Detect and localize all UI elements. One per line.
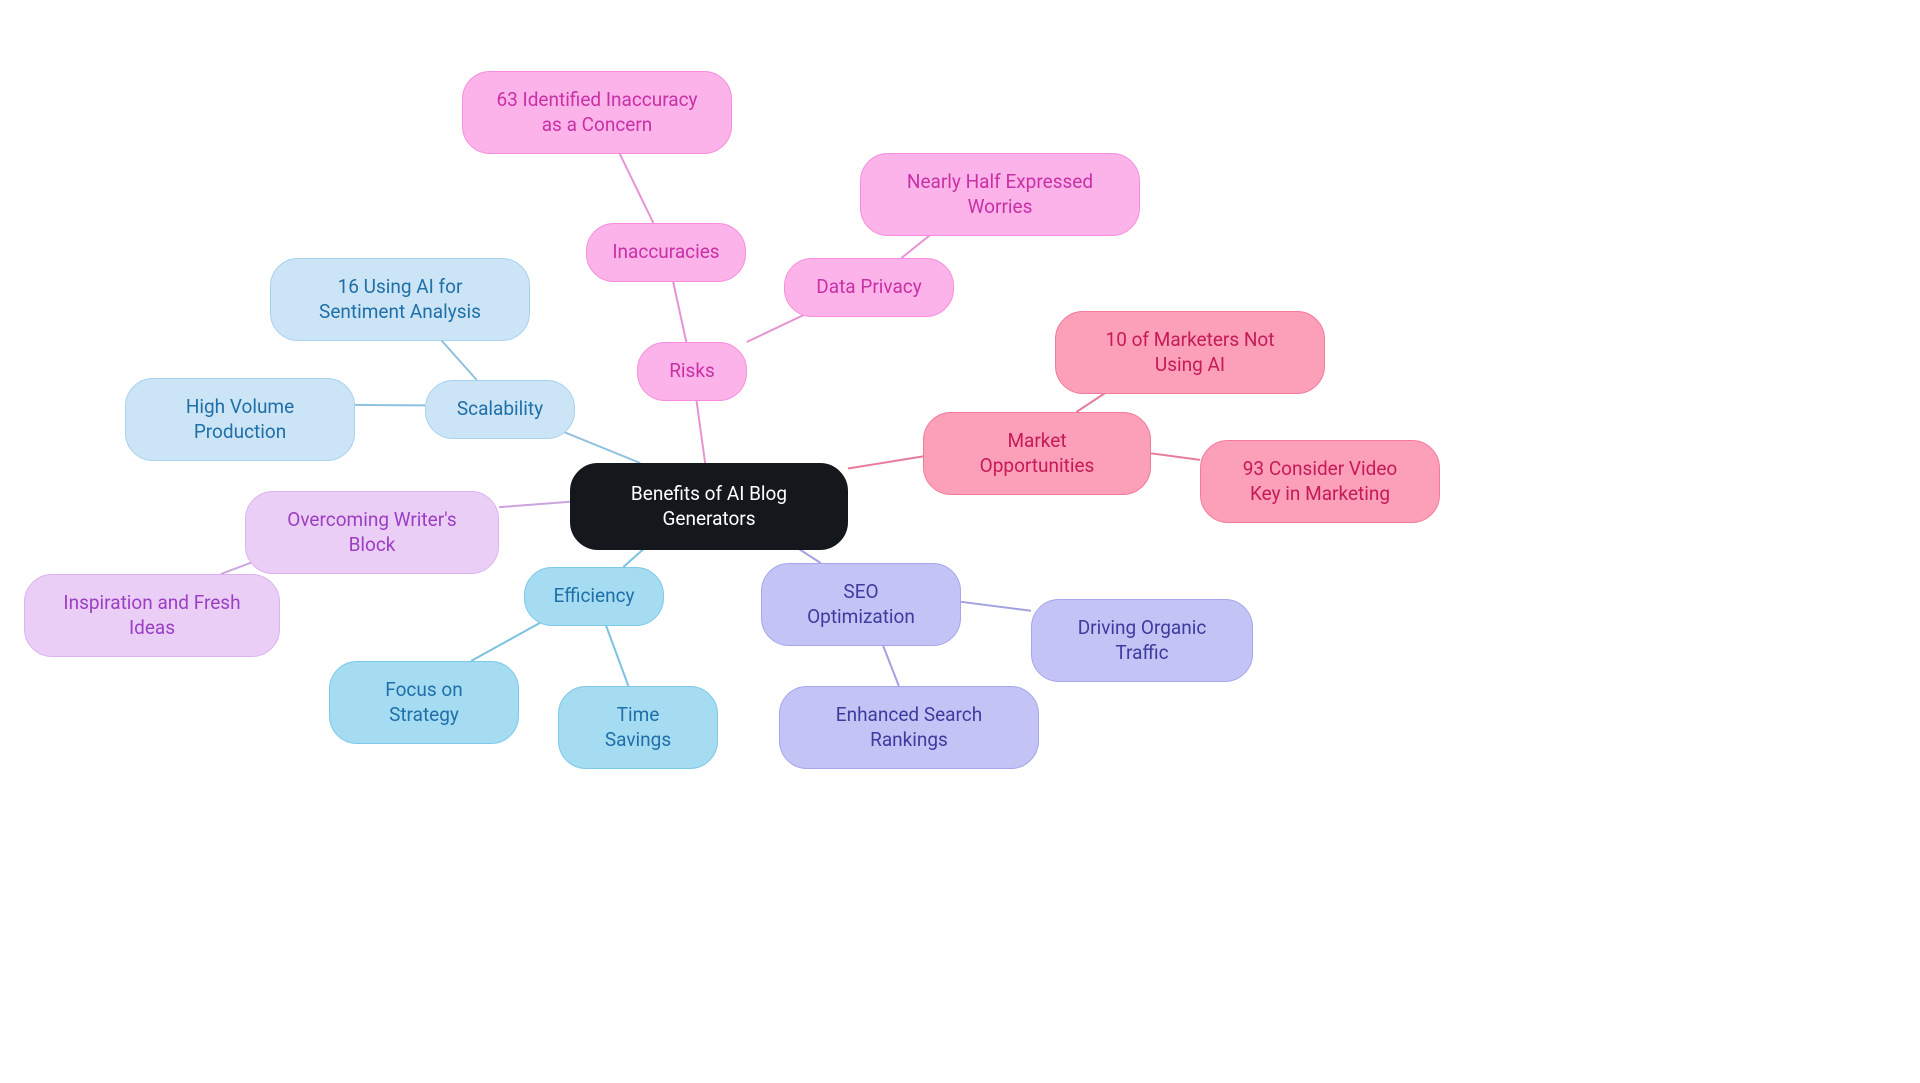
- mindmap-node: 63 Identified Inaccuracy as a Concern: [462, 71, 732, 154]
- mindmap-node: 16 Using AI for Sentiment Analysis: [270, 258, 530, 341]
- mindmap-node: Focus on Strategy: [329, 661, 519, 744]
- mindmap-node: Time Savings: [558, 686, 718, 769]
- mindmap-node: Enhanced Search Rankings: [779, 686, 1039, 769]
- mindmap-node: 93 Consider Video Key in Marketing: [1200, 440, 1440, 523]
- mindmap-node: Inaccuracies: [586, 223, 746, 282]
- mindmap-node: SEO Optimization: [761, 563, 961, 646]
- mindmap-node: Scalability: [425, 380, 575, 439]
- mindmap-node: Benefits of AI Blog Generators: [570, 463, 848, 550]
- mindmap-node: Risks: [637, 342, 747, 401]
- mindmap-node: Market Opportunities: [923, 412, 1151, 495]
- mindmap-node: Inspiration and Fresh Ideas: [24, 574, 280, 657]
- mindmap-node: Overcoming Writer's Block: [245, 491, 499, 574]
- mindmap-node: 10 of Marketers Not Using AI: [1055, 311, 1325, 394]
- mindmap-node: Efficiency: [524, 567, 664, 626]
- mindmap-node: Data Privacy: [784, 258, 954, 317]
- mindmap-node: Driving Organic Traffic: [1031, 599, 1253, 682]
- mindmap-node: High Volume Production: [125, 378, 355, 461]
- mindmap-node: Nearly Half Expressed Worries: [860, 153, 1140, 236]
